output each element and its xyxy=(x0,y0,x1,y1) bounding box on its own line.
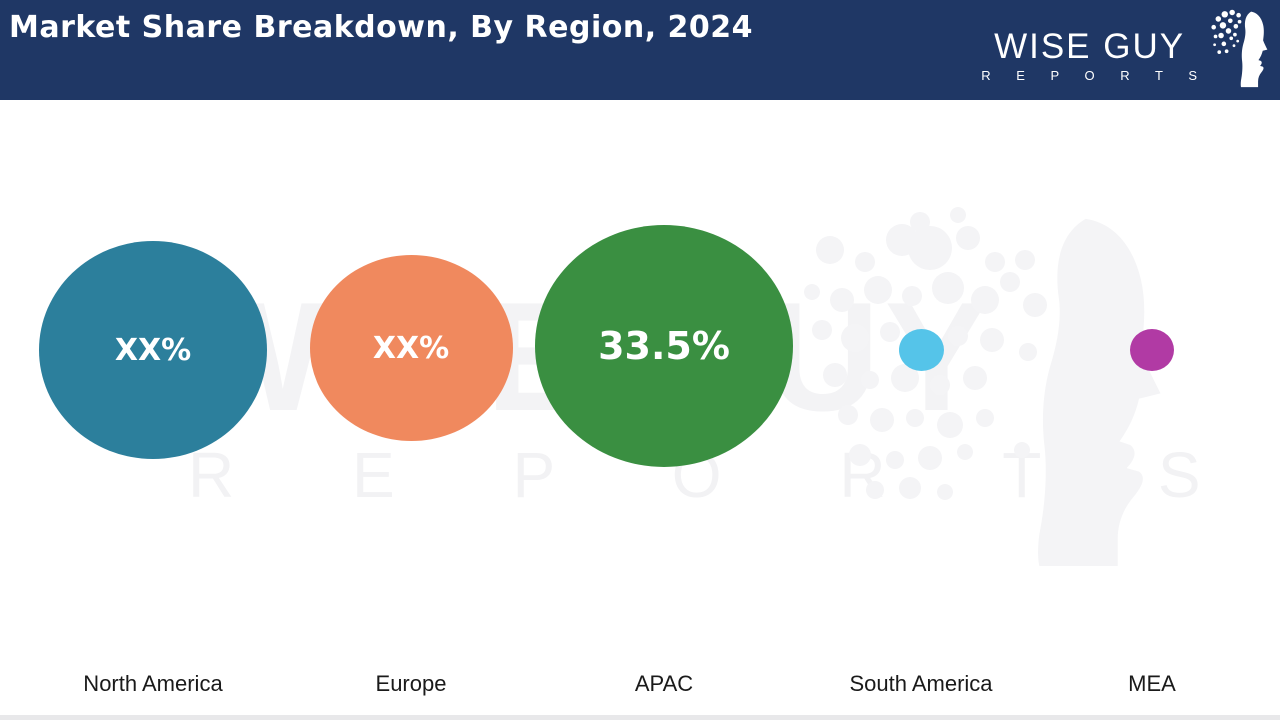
logo-text: WISE GUY R E P O R T S xyxy=(971,27,1208,83)
bubble-apac: 33.5% xyxy=(535,225,793,467)
watermark-head-icon xyxy=(804,207,1161,566)
bubble-mea xyxy=(1130,329,1174,371)
category-label-south-america: South America xyxy=(849,671,993,696)
footer-strip xyxy=(0,715,1280,720)
logo-face-icon xyxy=(1211,9,1268,88)
bubble-europe: XX% xyxy=(309,255,513,441)
logo-wordmark: WISE GUY xyxy=(994,27,1186,66)
bubble-south-america xyxy=(898,329,944,371)
category-label-north-america: North America xyxy=(83,671,223,696)
bubble-north-america: XX% xyxy=(39,241,267,459)
category-label-mea: MEA xyxy=(1128,671,1176,696)
category-label-apac: APAC xyxy=(634,671,694,696)
logo: WISE GUY R E P O R T S xyxy=(971,4,1270,92)
logo-subtext: R E P O R T S xyxy=(981,68,1208,83)
page-title: Market Share Breakdown, By Region, 2024 xyxy=(9,10,754,45)
category-label-europe: Europe xyxy=(375,671,447,696)
header-bar: Market Share Breakdown, By Region, 2024 … xyxy=(0,0,1280,100)
